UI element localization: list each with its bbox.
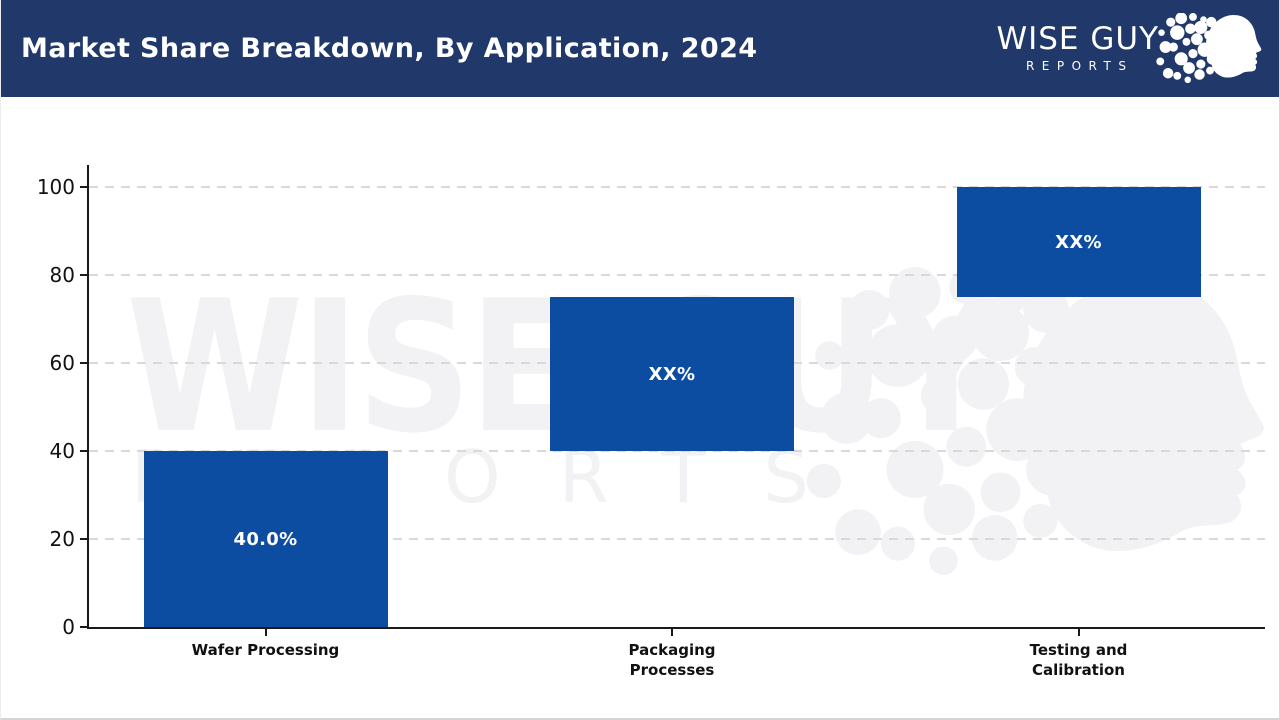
y-tick <box>80 362 87 364</box>
y-tick <box>80 626 87 628</box>
bar: XX% <box>550 297 794 451</box>
x-tick <box>671 629 673 636</box>
y-tick-label: 0 <box>62 615 75 639</box>
x-category-label: Testing and Calibration <box>1029 641 1128 679</box>
header: Market Share Breakdown, By Application, … <box>1 0 1279 97</box>
y-gridline <box>89 186 1265 188</box>
y-tick <box>80 274 87 276</box>
y-axis-line <box>87 165 89 629</box>
brand-face-icon <box>1156 12 1262 83</box>
brand-subtitle: REPORTS <box>1025 59 1134 73</box>
watermark-face-icon <box>806 267 1264 575</box>
y-tick-label: 40 <box>49 439 75 463</box>
y-tick-label: 60 <box>49 351 75 375</box>
y-tick <box>80 450 87 452</box>
y-gridline <box>89 538 1265 540</box>
x-category-label: Packaging Processes <box>628 641 716 679</box>
bar-value-label: 40.0% <box>233 528 298 550</box>
y-tick-label: 20 <box>49 527 75 551</box>
x-tick <box>264 629 267 636</box>
y-gridline <box>89 450 1265 452</box>
x-axis-line <box>87 627 1265 629</box>
bar: XX% <box>956 187 1201 297</box>
y-tick <box>80 186 87 188</box>
y-tick-label: 100 <box>36 175 75 199</box>
x-tick <box>1077 629 1080 636</box>
brand-name: WISE GUY <box>996 21 1159 57</box>
y-tick-label: 80 <box>49 263 75 287</box>
y-tick <box>80 538 87 540</box>
brand-logo: WISE GUY REPORTS <box>996 12 1265 85</box>
bar: 40.0% <box>143 451 388 627</box>
bar-value-label: XX% <box>648 363 696 385</box>
bar-value-label: XX% <box>1055 231 1102 253</box>
chart-area: WISE GUY REPORTS 0 20 40 60 80 100 40.0% Wafer … <box>1 97 1279 718</box>
page-title: Market Share Breakdown, By Application, … <box>21 33 758 64</box>
brand-text: WISE GUY REPORTS <box>996 21 1159 74</box>
x-category-label: Wafer Processing <box>191 641 340 659</box>
y-gridline <box>89 274 1265 276</box>
